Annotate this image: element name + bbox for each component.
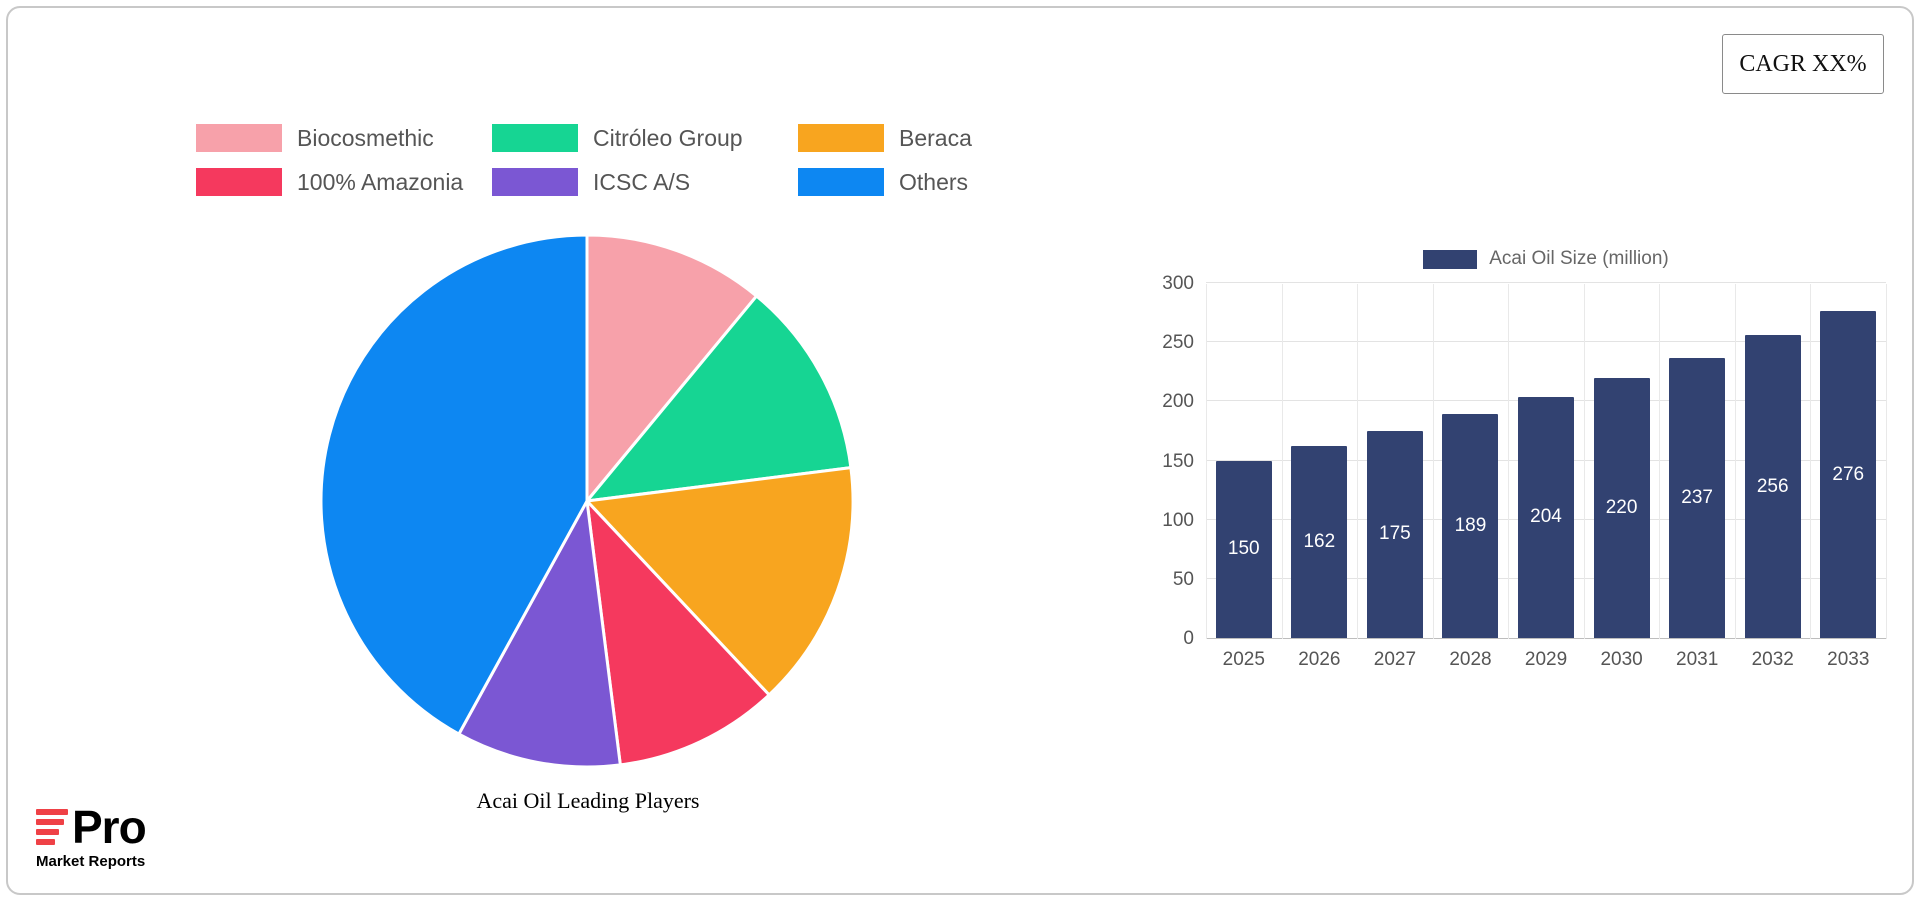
y-axis-tick-label: 0 [1183,628,1194,649]
bar-slot: 276 [1811,283,1887,638]
legend-label: Others [899,168,969,195]
bar-slot: 189 [1433,283,1509,638]
x-axis-label-2032: 2032 [1751,649,1794,670]
bar-2029[interactable]: 204 [1518,396,1575,638]
pie-slice-biocosmethic[interactable] [585,233,759,503]
x-axis-label-2033: 2033 [1827,649,1870,670]
gridline-vertical [1432,284,1434,639]
x-axis-label-2025: 2025 [1222,649,1265,670]
bar-2031[interactable]: 237 [1669,357,1726,638]
bar-value-label: 189 [1454,515,1487,537]
y-axis-labels: 0 50 100 150 200 250 300 [1146,273,1194,649]
bar-slot: 204 [1508,283,1584,638]
y-axis-tick-label: 50 [1172,568,1194,590]
bar-value-label: 237 [1681,486,1713,508]
y-axis-tick-label: 300 [1162,273,1194,294]
pie-slice-icsc-a-s[interactable] [457,499,622,769]
bar-plot: 150 162 175 189 204 220 237 256 276 [1206,282,1887,639]
gridline-vertical [1281,284,1283,639]
legend-swatch [196,124,282,152]
x-axis-label-2030: 2030 [1600,649,1643,670]
bar-value-label: 150 [1227,538,1260,560]
bar-value-label: 175 [1379,523,1411,545]
gridline-vertical [1659,284,1661,639]
y-axis-tick-label: 100 [1162,509,1194,531]
bar-slot: 220 [1584,283,1660,638]
bar-plot-area: 0 50 100 150 200 250 300 150 162 175 189 204 220 237… [1146,273,1906,684]
bar-2025[interactable]: 150 [1215,460,1272,638]
gridline-vertical [1810,284,1812,639]
bar-slot: 175 [1357,283,1433,638]
legend-swatch [798,168,884,196]
legend-swatch [798,124,884,152]
bar-value-label: 220 [1605,496,1638,518]
legend-swatch [492,168,578,196]
pie-slice-beraca[interactable] [585,466,855,697]
cagr-label: CAGR XX% [1739,50,1867,77]
pie-slice-citr-leo-group[interactable] [585,294,853,503]
bar-chart: Acai Oil Size (million) 0 50 100 150 200 250 3… [1146,246,1906,684]
x-axis-labels: 2025 2026 2027 2028 2029 2030 2031 2032 2033 [1206,649,1886,671]
pro-market-reports-logo: Pro Market Reports [36,801,147,870]
x-axis-label-2027: 2027 [1373,649,1417,670]
cagr-badge: CAGR XX% [1722,34,1884,94]
pie-slice-100-amazonia[interactable] [585,499,771,767]
gridline-vertical [1886,284,1887,639]
bar-slot: 162 [1282,283,1358,638]
bar-chart-legend[interactable]: Acai Oil Size (million) [1206,246,1886,272]
legend-label: Biocosmethic [297,124,434,151]
bar-2026[interactable]: 162 [1291,446,1348,638]
bar-slot: 237 [1659,283,1735,638]
bar-2030[interactable]: 220 [1593,377,1650,638]
bar-value-label: 276 [1832,463,1865,485]
pie-slice-others[interactable] [319,233,589,736]
legend-swatch [492,124,578,152]
bar-value-label: 162 [1303,531,1336,553]
pie-legend-item-biocosmethic[interactable]: Biocosmethic [196,124,492,152]
pie-chart-title: Acai Oil Leading Players [476,788,700,813]
gridline-vertical [1206,284,1207,639]
bar-legend-label: Acai Oil Size (million) [1489,248,1669,269]
pie-legend-item-others[interactable]: Others [798,168,1056,196]
bar-legend-swatch [1423,249,1478,269]
pie-legend-item-100-amazonia[interactable]: 100% Amazonia [196,168,492,196]
pie-legend-item-citr-leo-group[interactable]: Citróleo Group [492,124,798,152]
bars-container: 150 162 175 189 204 220 237 256 276 [1206,283,1886,638]
logo-subtitle: Market Reports [36,853,146,870]
gridline-vertical [1357,284,1359,639]
bar-2027[interactable]: 175 [1366,430,1423,638]
legend-label: 100% Amazonia [297,168,464,195]
bar-slot: 150 [1206,283,1282,638]
bar-2033[interactable]: 276 [1820,311,1877,638]
bar-slot: 256 [1735,283,1811,638]
pie-chart [319,233,855,769]
x-axis-label-2031: 2031 [1676,649,1719,670]
gridline-horizontal [1206,341,1886,343]
pie-legend: Biocosmethic Citróleo Group Beraca 100% Ama… [196,124,1056,196]
x-axis-label-2029: 2029 [1524,649,1568,670]
pie-legend-item-beraca[interactable]: Beraca [798,124,1056,152]
gridline-vertical [1508,284,1510,639]
logo-text: Pro [72,801,147,853]
gridline-vertical [1734,284,1736,639]
y-axis-tick-label: 200 [1162,391,1194,413]
x-axis-label-2028: 2028 [1449,649,1492,670]
gridline-vertical [1583,284,1585,639]
legend-label: ICSC A/S [593,168,691,195]
y-axis-tick-label: 150 [1162,450,1194,472]
logo-bars-icon [36,809,68,845]
bar-2032[interactable]: 256 [1744,335,1801,638]
gridline-horizontal [1206,282,1886,283]
bar-value-label: 204 [1530,506,1562,528]
y-axis-tick-label: 250 [1162,332,1194,354]
bar-2028[interactable]: 189 [1442,414,1499,638]
bar-value-label: 256 [1756,475,1789,497]
x-axis-label-2026: 2026 [1298,649,1341,670]
legend-swatch [196,168,282,196]
legend-label: Beraca [899,124,972,151]
pie-legend-item-icsc-a-s[interactable]: ICSC A/S [492,168,798,196]
legend-label: Citróleo Group [593,124,743,151]
